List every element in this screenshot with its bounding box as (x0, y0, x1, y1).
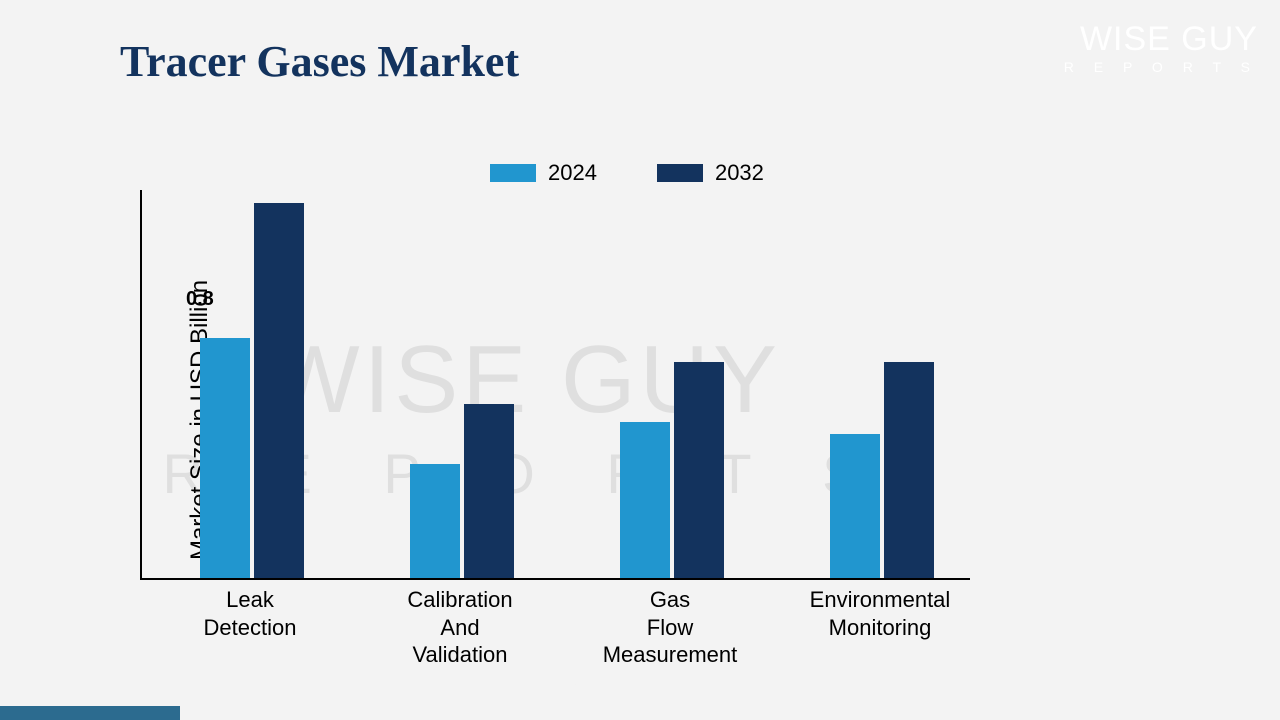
plot-area: 0.8 (140, 190, 970, 580)
legend-swatch-2032 (657, 164, 703, 182)
x-label: EnvironmentalMonitoring (790, 586, 970, 641)
legend-swatch-2024 (490, 164, 536, 182)
legend: 2024 2032 (490, 160, 764, 186)
bar-2024 (830, 434, 880, 578)
bar-2032 (464, 404, 514, 578)
bar-2024 (410, 464, 460, 578)
x-label: CalibrationAndValidation (370, 586, 550, 669)
legend-item-2024: 2024 (490, 160, 597, 186)
logo-line-1: WISE GUY (1064, 22, 1258, 56)
bar-2032 (674, 362, 724, 578)
bar-2024 (200, 338, 250, 578)
x-axis-labels: LeakDetection CalibrationAndValidation Gas… (140, 580, 970, 680)
legend-label-2032: 2032 (715, 160, 764, 186)
x-label: GasFlowMeasurement (580, 586, 760, 669)
bar-2024 (620, 422, 670, 578)
chart-title: Tracer Gases Market (120, 36, 519, 87)
logo-line-2: R E P O R T S (1064, 60, 1258, 74)
legend-item-2032: 2032 (657, 160, 764, 186)
x-label: LeakDetection (160, 586, 340, 641)
bar-value-label: 0.8 (186, 288, 214, 311)
chart-card: WISE GUY R E P O R T S WISE GUY R E P O … (0, 0, 1280, 720)
right-brand-band (960, 0, 1280, 720)
brand-logo: WISE GUY R E P O R T S (1064, 22, 1258, 74)
bar-2032 (884, 362, 934, 578)
legend-label-2024: 2024 (548, 160, 597, 186)
bar-chart: Market Size in USD Billion 2024 2032 0.8… (70, 160, 970, 680)
bottom-accent-bar (0, 706, 180, 720)
bar-2032 (254, 203, 304, 578)
